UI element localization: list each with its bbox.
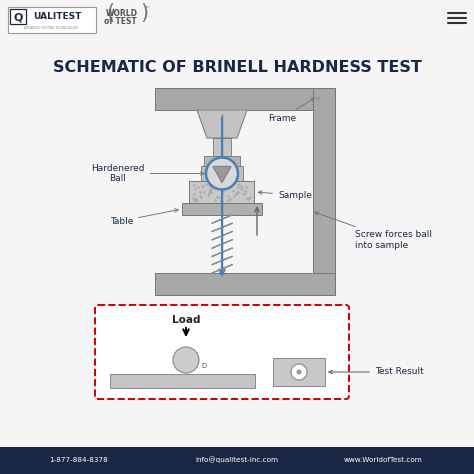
Text: ADVANCED TESTING TECHNOLOGIES: ADVANCED TESTING TECHNOLOGIES xyxy=(24,26,78,30)
Text: Q: Q xyxy=(13,12,23,22)
Bar xyxy=(155,88,335,110)
Circle shape xyxy=(291,364,307,380)
Text: www.WorldofTest.com: www.WorldofTest.com xyxy=(344,457,422,463)
Text: of TEST: of TEST xyxy=(104,17,137,26)
Bar xyxy=(273,358,325,386)
Text: (: ( xyxy=(106,3,114,23)
Bar xyxy=(313,88,335,295)
Text: D: D xyxy=(201,363,206,369)
Bar xyxy=(190,181,255,203)
Circle shape xyxy=(297,370,301,374)
Bar xyxy=(201,166,243,181)
Text: 1-877-884-8378: 1-877-884-8378 xyxy=(50,457,109,463)
Circle shape xyxy=(173,347,199,373)
Polygon shape xyxy=(213,166,231,182)
Bar xyxy=(213,138,231,156)
Text: SCHEMATIC OF BRINELL HARDNESS TEST: SCHEMATIC OF BRINELL HARDNESS TEST xyxy=(53,60,421,74)
Bar xyxy=(155,273,335,295)
Text: Test Result: Test Result xyxy=(329,367,424,376)
Bar xyxy=(110,374,255,388)
Polygon shape xyxy=(197,110,247,138)
Text: Screw forces ball
into sample: Screw forces ball into sample xyxy=(315,212,432,250)
Bar xyxy=(0,447,474,474)
FancyBboxPatch shape xyxy=(95,305,349,399)
Bar xyxy=(182,203,262,215)
Text: Load: Load xyxy=(172,315,200,325)
Text: Frame: Frame xyxy=(268,98,315,122)
FancyBboxPatch shape xyxy=(10,9,26,24)
FancyBboxPatch shape xyxy=(8,7,96,33)
Text: Hardenered
Ball: Hardenered Ball xyxy=(91,164,204,183)
Circle shape xyxy=(206,157,238,190)
Text: info@qualitest-inc.com: info@qualitest-inc.com xyxy=(195,456,279,464)
Text: ): ) xyxy=(140,3,148,23)
Text: UALITEST: UALITEST xyxy=(33,11,81,20)
Text: Sample: Sample xyxy=(258,191,312,200)
Text: WORLD: WORLD xyxy=(106,9,138,18)
Text: ™: ™ xyxy=(144,7,149,11)
Bar xyxy=(204,156,240,166)
Text: Table: Table xyxy=(109,209,178,226)
